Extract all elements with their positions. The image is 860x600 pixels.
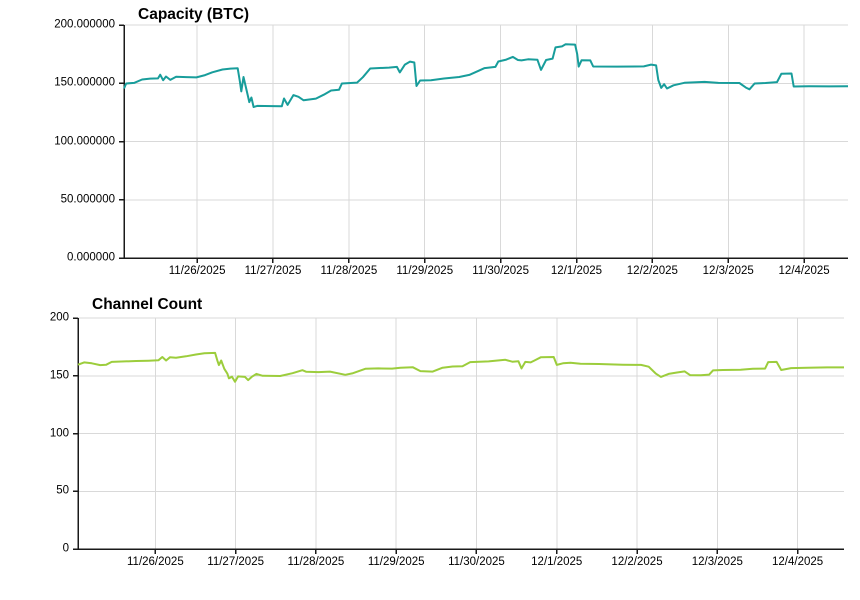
y-tick-label: 150.000000 xyxy=(54,76,115,89)
x-tick-label: 12/1/2025 xyxy=(550,265,603,277)
x-tick-label: 11/28/2025 xyxy=(287,556,345,568)
y-tick-label: 100 xyxy=(49,426,69,439)
x-tick-label: 12/2/2025 xyxy=(611,556,663,568)
capacity-chart-title: Capacity (BTC) xyxy=(138,6,250,23)
channel-count-plot-area: 200 150 100 50 0 11/26/2025 11/27/2025 11/28/20… xyxy=(50,312,844,568)
x-tick-label: 12/3/2025 xyxy=(702,265,754,277)
y-tick-label: 50 xyxy=(56,484,69,497)
y-tick-label: 0.000000 xyxy=(67,251,115,264)
x-tick-label: 11/27/2025 xyxy=(244,265,302,277)
y-tick-label: 150 xyxy=(49,369,69,381)
x-tick-label: 12/1/2025 xyxy=(531,556,583,568)
x-tick-label: 12/4/2025 xyxy=(771,556,824,568)
line-chart-svg xyxy=(119,24,849,263)
channel-count-chart-title: Channel Count xyxy=(92,296,203,313)
y-tick-label: 100.000000 xyxy=(54,134,115,147)
channel-count-chart: Channel Count 200 150 100 50 0 11/26/2025 11/2… xyxy=(0,292,860,600)
x-tick-label: 11/29/2025 xyxy=(367,556,425,568)
x-tick-label: 11/29/2025 xyxy=(396,265,454,277)
x-tick-label: 12/3/2025 xyxy=(691,556,743,568)
x-tick-label: 12/2/2025 xyxy=(626,265,678,277)
x-tick-label: 12/4/2025 xyxy=(778,265,830,277)
y-tick-label: 200 xyxy=(49,311,69,324)
y-tick-label: 50.000000 xyxy=(60,193,115,205)
x-tick-label: 11/27/2025 xyxy=(207,556,264,568)
x-tick-label: 11/26/2025 xyxy=(127,556,184,568)
y-tick-label: 0 xyxy=(62,542,69,555)
x-tick-label: 11/30/2025 xyxy=(472,265,529,277)
capacity-plot-area: 200.000000 150.000000 100.000000 50.000000 0… xyxy=(54,19,849,277)
x-tick-label: 11/26/2025 xyxy=(168,265,226,277)
capacity-chart: Capacity (BTC) 200.000000 150.000000 100.0… xyxy=(0,0,860,292)
line-chart-svg xyxy=(73,317,844,554)
x-tick-label: 11/30/2025 xyxy=(448,556,505,568)
data-series-line xyxy=(123,43,849,108)
y-tick-label: 200.000000 xyxy=(54,18,115,31)
x-tick-label: 11/28/2025 xyxy=(320,265,378,277)
data-series-line xyxy=(77,351,844,383)
